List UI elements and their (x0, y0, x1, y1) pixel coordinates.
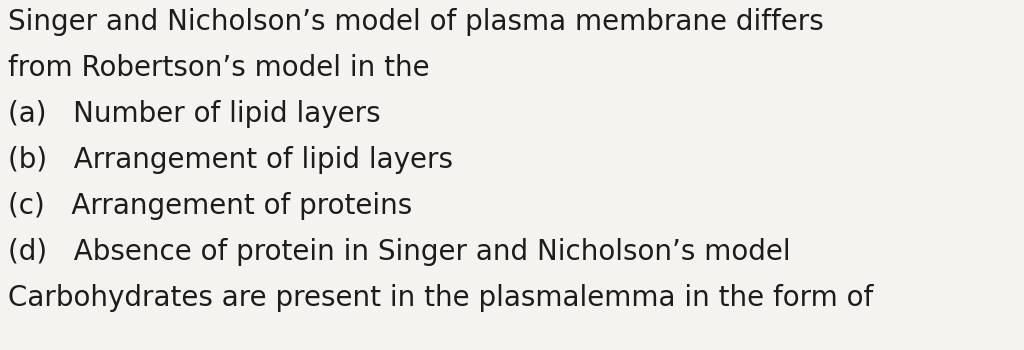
Text: (d)   Absence of protein in Singer and Nicholson’s model: (d) Absence of protein in Singer and Nic… (8, 238, 791, 266)
Text: (b)   Arrangement of lipid layers: (b) Arrangement of lipid layers (8, 146, 453, 174)
Text: (a)   Number of lipid layers: (a) Number of lipid layers (8, 100, 381, 128)
Text: from Robertson’s model in the: from Robertson’s model in the (8, 54, 430, 82)
Text: Singer and Nicholson’s model of plasma membrane differs: Singer and Nicholson’s model of plasma m… (8, 8, 823, 36)
Text: Carbohydrates are present in the plasmalemma in the form of: Carbohydrates are present in the plasmal… (8, 284, 873, 312)
Text: (c)   Arrangement of proteins: (c) Arrangement of proteins (8, 192, 413, 220)
